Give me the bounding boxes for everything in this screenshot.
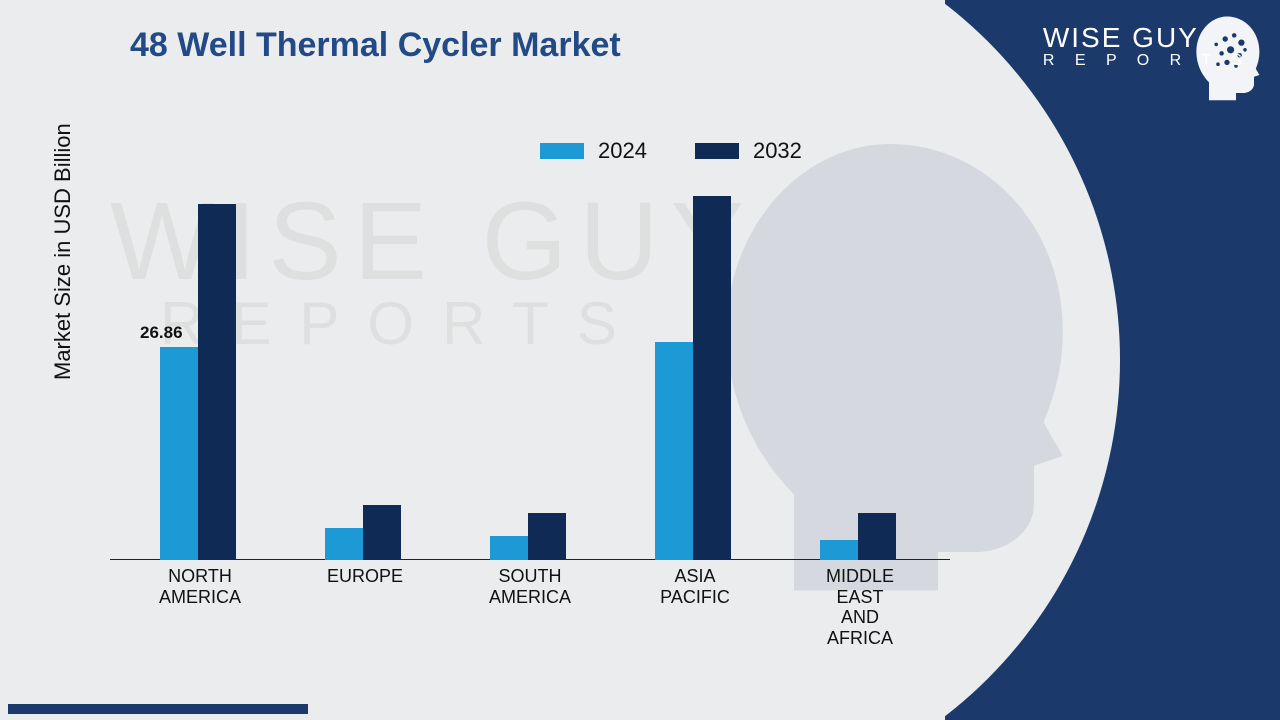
bar-2032-sa	[528, 513, 566, 561]
legend-item-2032: 2032	[695, 138, 802, 164]
category-label-sa: SOUTHAMERICA	[460, 566, 600, 607]
bar-2024-mea	[820, 540, 858, 560]
chart-legend: 2024 2032	[540, 138, 802, 164]
bar-2032-eu	[363, 505, 401, 560]
value-label-2024-na: 26.86	[140, 323, 183, 343]
legend-swatch-2032	[695, 143, 739, 159]
category-labels-row: NORTHAMERICA EUROPE SOUTHAMERICA ASIAPACIFI…	[110, 562, 950, 682]
bar-2032-na	[198, 204, 236, 560]
bar-2032-mea	[858, 513, 896, 561]
legend-label-2024: 2024	[598, 138, 647, 164]
logo-line2: R E P O R T S	[1043, 52, 1250, 70]
chart-plot-area: 26.86	[110, 180, 950, 560]
bar-2032-ap	[693, 196, 731, 560]
bar-2024-eu	[325, 528, 363, 560]
bottom-strip	[8, 704, 308, 714]
bar-2024-ap	[655, 342, 693, 560]
bar-2024-na	[160, 347, 198, 560]
legend-item-2024: 2024	[540, 138, 647, 164]
legend-swatch-2024	[540, 143, 584, 159]
legend-label-2032: 2032	[753, 138, 802, 164]
category-label-na: NORTHAMERICA	[130, 566, 270, 607]
category-label-ap: ASIAPACIFIC	[625, 566, 765, 607]
chart-title: 48 Well Thermal Cycler Market	[130, 26, 621, 65]
y-axis-label: Market Size in USD Billion	[50, 123, 76, 380]
chart-canvas: WISE GUY REPORTS 48 Well Thermal Cycler …	[0, 0, 1280, 720]
bar-2024-sa	[490, 536, 528, 560]
category-label-mea: MIDDLEEASTANDAFRICA	[790, 566, 930, 649]
brand-logo: WISE GUY R E P O R T S	[1043, 22, 1250, 70]
category-label-eu: EUROPE	[295, 566, 435, 587]
logo-line1: WISE GUY	[1043, 22, 1250, 54]
